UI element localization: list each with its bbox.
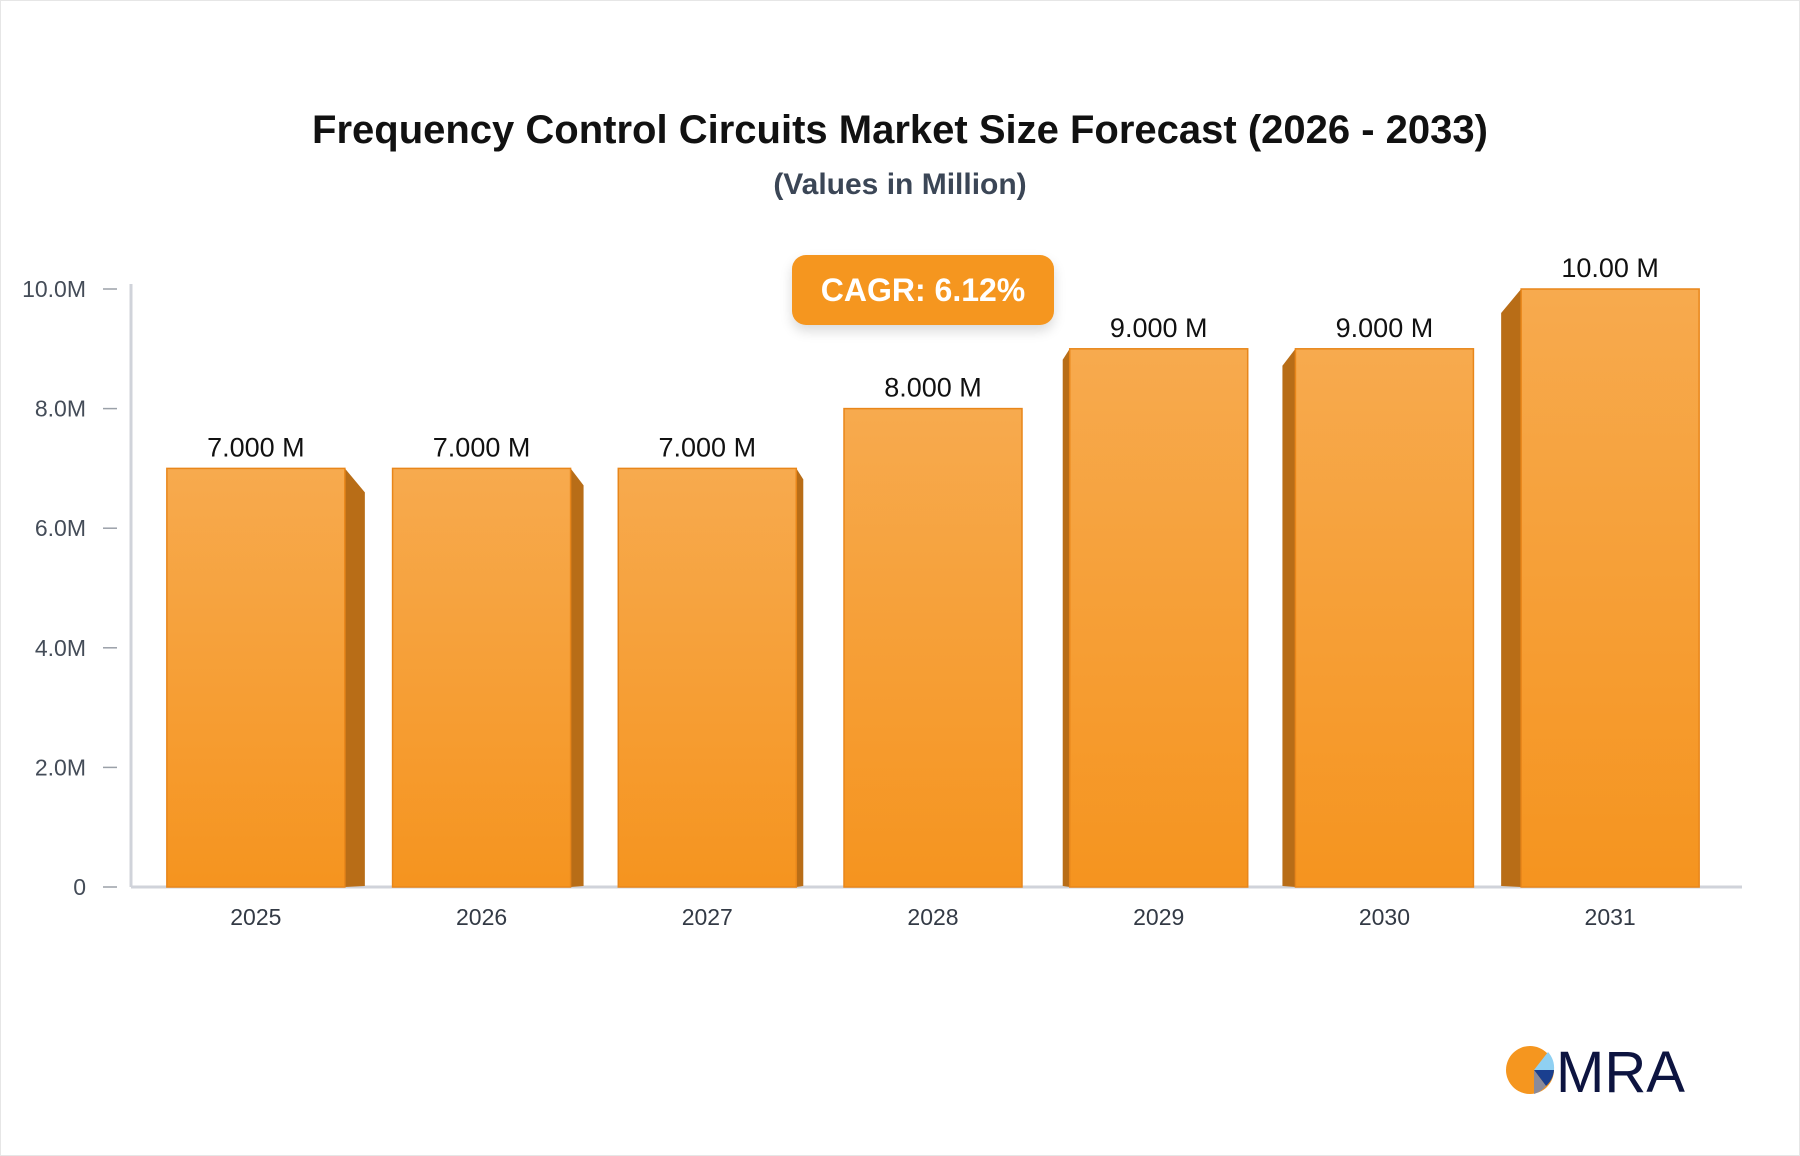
data-label: 10.00 M [1561,253,1659,283]
y-tick-label: 10.0M [22,276,86,302]
bar-2028 [843,407,1023,888]
data-label: 8.000 M [884,373,982,403]
data-label: 7.000 M [659,432,757,462]
data-label: 7.000 M [433,432,531,462]
chart-subtitle: (Values in Million) [773,168,1027,201]
x-tick-label: 2027 [682,904,733,930]
y-tick-label: 0 [73,874,86,900]
y-tick-label: 4.0M [35,635,86,661]
bar-side [570,468,584,887]
bar-side [796,468,804,887]
y-tick-label: 8.0M [35,396,86,422]
bar-side [344,468,365,887]
x-tick-label: 2025 [230,904,281,930]
x-tick-label: 2026 [456,904,507,930]
bar-2025 [166,467,346,888]
x-tick-label: 2028 [907,904,958,930]
mra-logo: MRA [1506,1040,1685,1100]
data-label: 9.000 M [1336,313,1434,343]
bar-2027 [617,467,798,888]
bar-2031 [1520,288,1700,888]
y-tick-label: 2.0M [35,754,86,780]
x-tick-label: 2031 [1585,904,1636,930]
bar-side [1062,348,1070,887]
logo-text: MRA [1556,1040,1685,1100]
bar-side [1501,289,1522,887]
chart-title: Frequency Control Circuits Market Size F… [312,108,1488,152]
bar-2026 [391,467,572,888]
y-tick-label: 6.0M [35,515,86,541]
data-label: 7.000 M [207,432,305,462]
bar-2029 [1068,348,1249,888]
x-tick-label: 2029 [1133,904,1184,930]
bar-2030 [1294,348,1475,888]
data-label: 9.000 M [1110,313,1208,343]
bar-side [1282,348,1296,887]
cagr-badge: CAGR: 6.12% [792,255,1054,325]
x-tick-label: 2030 [1359,904,1410,930]
